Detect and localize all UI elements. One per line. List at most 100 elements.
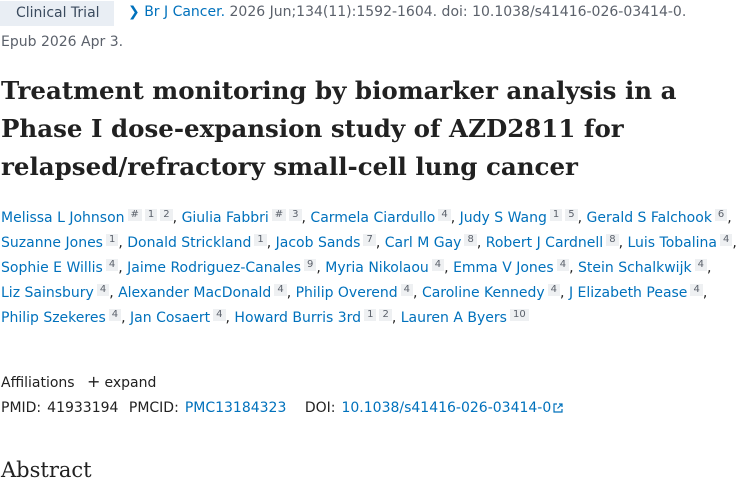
author-name[interactable]: Philip Szekeres xyxy=(1,310,106,326)
affiliation-ref[interactable]: 3 xyxy=(289,209,302,221)
author: Lauren A Byers 10 xyxy=(400,309,529,326)
affiliation-ref[interactable]: 7 xyxy=(363,234,376,246)
author: Sophie E Willis 4 xyxy=(1,259,123,276)
affiliation-ref[interactable]: 1 xyxy=(105,234,119,246)
affiliation-ref[interactable]: 4 xyxy=(719,234,733,246)
affiliation-ref[interactable]: 4 xyxy=(108,309,122,321)
author: Carmela Ciardullo 4 xyxy=(310,209,455,226)
affiliation-ref[interactable]: 4 xyxy=(694,259,707,271)
author: Emma V Jones 4 xyxy=(453,259,574,276)
author: Donald Strickland 1 xyxy=(127,234,271,251)
expand-icon[interactable]: + xyxy=(87,372,101,391)
author-name[interactable]: Carmela Ciardullo xyxy=(310,210,436,226)
citation-details: 2026 Jun;134(11):1592-1604. doi: 10.1038… xyxy=(229,4,687,20)
journal-link[interactable]: Br J Cancer. xyxy=(144,4,226,20)
expand-toggle[interactable]: expand xyxy=(104,375,157,391)
author-name[interactable]: Lauren A Byers xyxy=(400,310,507,326)
affiliation-ref[interactable]: 1 xyxy=(144,209,158,221)
pmid-label: PMID: xyxy=(1,400,42,416)
author-name[interactable]: J Elizabeth Pease xyxy=(568,285,688,301)
author: Jan Cosaert 4 xyxy=(130,309,230,326)
affiliation-ref[interactable]: 4 xyxy=(690,284,703,296)
affiliation-ref[interactable]: 10 xyxy=(509,309,529,321)
author: Liz Sainsbury 4 xyxy=(1,284,114,301)
affiliation-ref[interactable]: 4 xyxy=(400,284,414,296)
author-name[interactable]: Howard Burris 3rd xyxy=(234,310,362,326)
affiliation-ref[interactable]: 8 xyxy=(606,234,619,246)
affiliation-ref[interactable]: 2 xyxy=(160,209,173,221)
pmcid-link[interactable]: PMC13184323 xyxy=(184,400,287,416)
author: Gerald S Falchook 6 xyxy=(586,209,732,226)
author: Suzanne Jones 1 xyxy=(1,234,123,251)
author-name[interactable]: Jan Cosaert xyxy=(130,310,211,326)
affiliation-ref[interactable]: 4 xyxy=(105,259,119,271)
author-name[interactable]: Judy S Wang xyxy=(459,210,547,226)
author: Howard Burris 3rd 1 2 xyxy=(234,309,396,326)
author-name[interactable]: Giulia Fabbri xyxy=(181,210,269,226)
affiliation-ref[interactable]: 8 xyxy=(464,234,477,246)
author-name[interactable]: Stein Schalkwijk xyxy=(578,260,692,276)
author: Robert J Cardnell 8 xyxy=(485,234,623,251)
affiliation-ref[interactable]: 4 xyxy=(431,259,445,271)
affiliations: Affiliations + expand xyxy=(1,372,156,391)
doi-link[interactable]: 10.1038/s41416-026-03414-0 xyxy=(341,400,563,416)
affiliation-ref[interactable]: 4 xyxy=(547,284,561,296)
author: Judy S Wang 1 5 xyxy=(459,209,582,226)
publication-type-badge: Clinical Trial xyxy=(0,1,114,26)
author-list: Melissa L Johnson#12 Giulia Fabbri#3 Car… xyxy=(1,206,749,331)
chevron: ❯ xyxy=(128,4,140,20)
affiliation-ref[interactable]: # xyxy=(271,209,287,221)
author: Luis Tobalina 4 xyxy=(627,234,737,251)
doi: 10.1038/s41416-026-03414-0 xyxy=(341,400,552,416)
author-name[interactable]: Alexander MacDonald xyxy=(118,285,272,301)
identifiers: PMID: 41933194 PMCID: PMC13184323 DOI: 10.1… xyxy=(1,400,563,416)
affiliation-ref[interactable]: 1 xyxy=(549,209,563,221)
author: Jacob Sands 7 xyxy=(275,234,380,251)
affiliation-ref[interactable]: # xyxy=(127,209,142,221)
doi-label: DOI: xyxy=(304,400,336,416)
author-name[interactable]: Carl M Gay xyxy=(384,235,462,251)
author: Giulia Fabbri #3 xyxy=(181,209,306,226)
author: J Elizabeth Pease 4 xyxy=(568,284,707,301)
affiliation-ref[interactable]: 1 xyxy=(254,234,267,246)
author-name[interactable]: Gerald S Falchook xyxy=(586,210,712,226)
author-name[interactable]: Luis Tobalina xyxy=(627,235,717,251)
author-name[interactable]: Philip Overend xyxy=(295,285,398,301)
author: Stein Schalkwijk 4 xyxy=(578,259,711,276)
article-title: Treatment monitoring by biomarker analys… xyxy=(1,76,677,181)
author: Myria Nikolaou 4 xyxy=(325,259,449,276)
affiliation-ref[interactable]: 4 xyxy=(438,209,451,221)
affiliation-ref[interactable]: 9 xyxy=(304,259,317,271)
affiliations-label: Affiliations xyxy=(1,375,75,391)
author: Melissa L Johnson #1 2 xyxy=(1,209,177,226)
author-name[interactable]: Jacob Sands xyxy=(275,235,361,251)
author: Philip Szekeres 4 xyxy=(1,309,126,326)
pmid: 41933194 xyxy=(47,400,119,416)
author: Jaime Rodriguez-Canales 9 xyxy=(127,259,321,276)
author-name[interactable]: Donald Strickland xyxy=(127,235,252,251)
author-name[interactable]: Jaime Rodriguez-Canales xyxy=(127,260,302,276)
affiliation-ref[interactable]: 4 xyxy=(274,284,287,296)
affiliation-ref[interactable]: 4 xyxy=(556,259,570,271)
affiliation-ref[interactable]: 6 xyxy=(714,209,728,221)
author-name[interactable]: Robert J Cardnell xyxy=(485,235,604,251)
author-name[interactable]: Myria Nikolaou xyxy=(325,260,429,276)
author: Alexander MacDonald 4 xyxy=(118,284,291,301)
affiliation-ref[interactable]: 5 xyxy=(565,209,578,221)
affiliation-ref[interactable]: 1 xyxy=(364,309,377,321)
author-name[interactable]: Suzanne Jones xyxy=(1,235,103,251)
author-name[interactable]: Liz Sainsbury xyxy=(1,285,94,301)
author-name[interactable]: Emma V Jones xyxy=(453,260,554,276)
affiliation-ref[interactable]: 2 xyxy=(379,309,392,321)
affiliation-ref[interactable]: 4 xyxy=(96,284,110,296)
author-name[interactable]: Melissa L Johnson xyxy=(1,210,125,226)
author-name[interactable]: Caroline Kennedy xyxy=(421,285,545,301)
pmcid-label: PMCID: xyxy=(128,400,179,416)
affiliation-ref[interactable]: 4 xyxy=(213,309,226,321)
author: Carl M Gay 8 xyxy=(384,234,481,251)
author: Philip Overend 4 xyxy=(295,284,417,301)
citation: ❯ Br J Cancer. 2026 Jun;134(11):1592-160… xyxy=(128,4,686,20)
author: Caroline Kennedy 4 xyxy=(421,284,564,301)
author-name[interactable]: Sophie E Willis xyxy=(1,260,103,276)
